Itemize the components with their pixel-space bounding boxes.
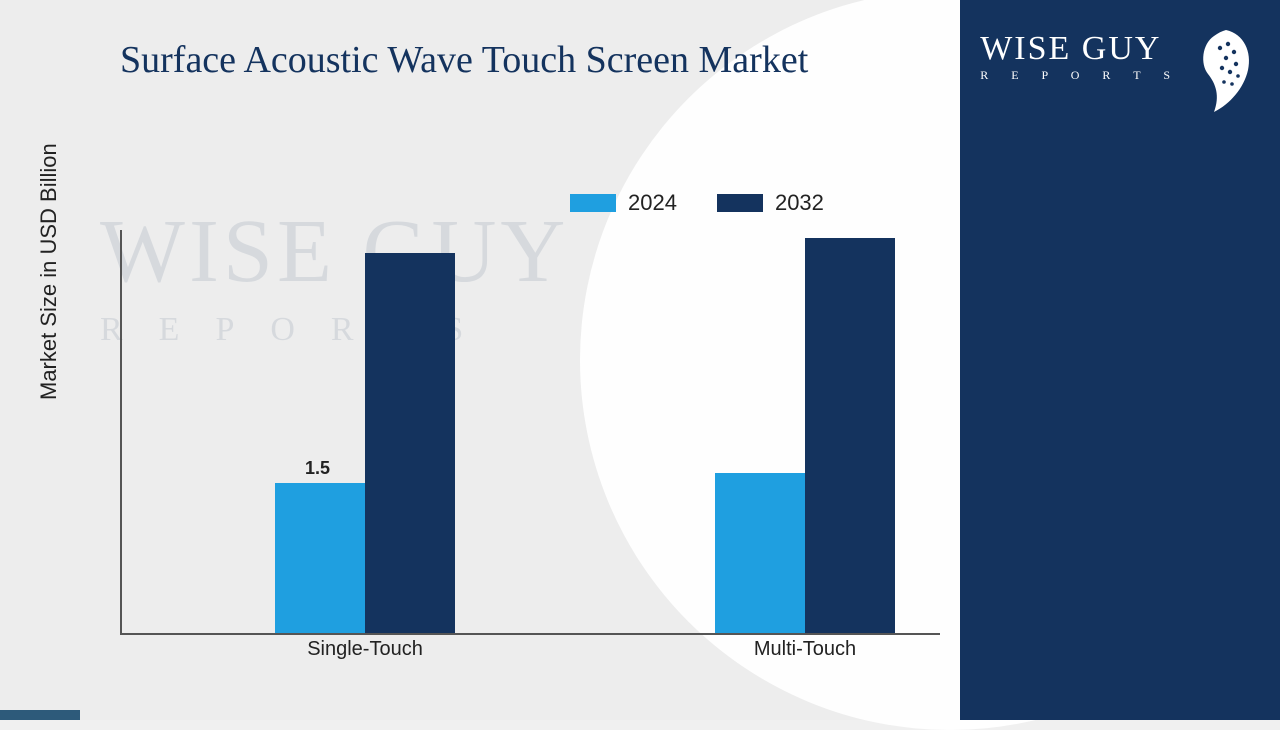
bar — [365, 253, 455, 633]
y-axis-label: Market Size in USD Billion — [36, 143, 62, 400]
brand-name: WISE GUY — [980, 30, 1180, 68]
category-label: Multi-Touch — [715, 638, 895, 661]
category-label: Single-Touch — [275, 638, 455, 661]
bar-chart: 1.5Single-TouchMulti-Touch — [120, 230, 940, 660]
page-root: WISE GUY R E P O R T S WISE GUY REPORTS … — [0, 0, 1280, 720]
bar — [715, 473, 805, 633]
chart-title: Surface Acoustic Wave Touch Screen Marke… — [120, 38, 840, 82]
legend-swatch — [717, 194, 763, 212]
legend-label: 2024 — [628, 190, 677, 216]
brand-logo: WISE GUY R E P O R T S — [980, 30, 1250, 83]
legend-label: 2032 — [775, 190, 824, 216]
bar — [275, 483, 365, 633]
legend-swatch — [570, 194, 616, 212]
bottom-accent-bar — [0, 710, 80, 720]
legend: 2024 2032 — [570, 190, 824, 216]
legend-item-2032: 2032 — [717, 190, 824, 216]
bar-group — [715, 233, 895, 633]
bar — [805, 238, 895, 633]
bar-group — [275, 233, 455, 633]
y-axis-line — [120, 230, 122, 635]
x-axis-line — [120, 633, 940, 635]
legend-item-2024: 2024 — [570, 190, 677, 216]
brand-subtitle: R E P O R T S — [980, 68, 1180, 83]
